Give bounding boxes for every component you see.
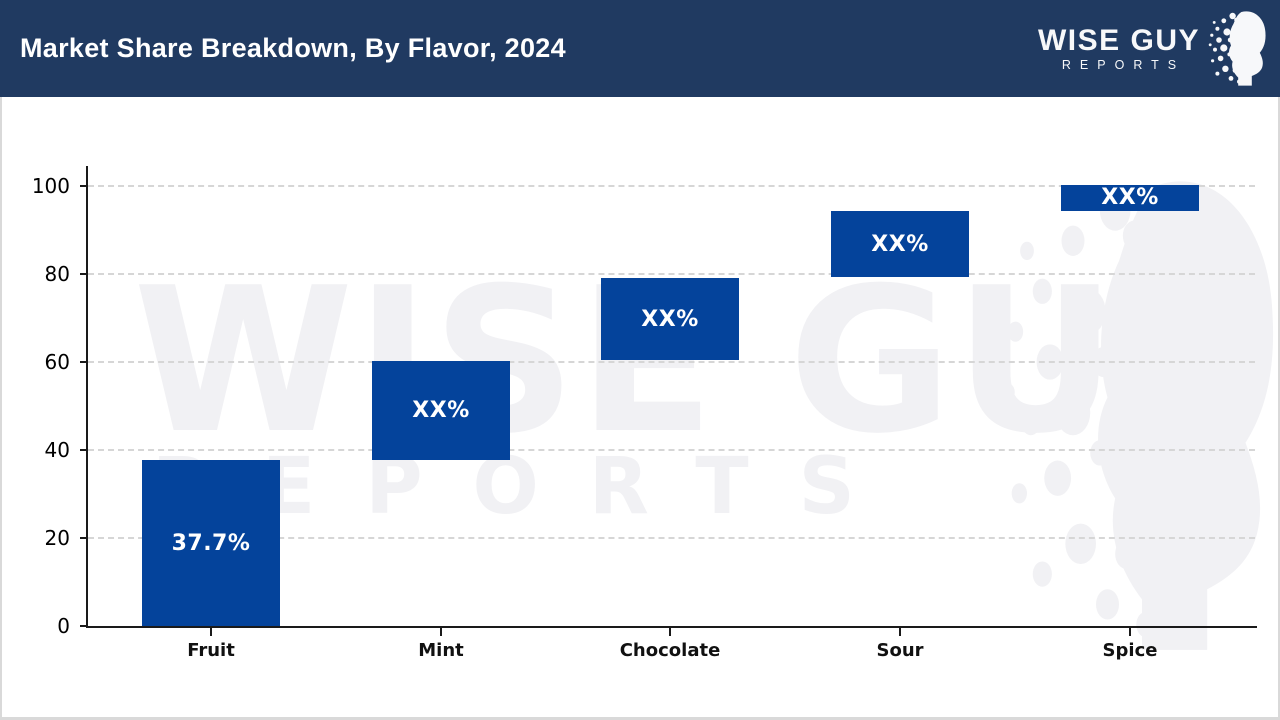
bar-value-label: XX% [1101,185,1159,211]
gridline-60 [88,361,1255,363]
bar-value-label: XX% [871,231,929,257]
y-axis-tick [80,625,88,627]
bar-value-label: XX% [412,398,470,424]
category-label-chocolate: Chocolate [619,640,721,661]
bar-sour: XX% [831,211,969,278]
bar-mint: XX% [372,361,510,461]
x-axis-tick [210,628,212,636]
bar-value-label: XX% [641,306,699,332]
frame-border-left [0,97,2,720]
y-axis-tick [80,185,88,187]
y-axis-tick-label: 20 [44,526,70,550]
frame-border-bottom [0,717,1280,720]
x-axis-tick [669,628,671,636]
category-label-fruit: Fruit [187,640,235,661]
gridline-40 [88,449,1255,451]
y-axis-tick [80,361,88,363]
x-axis-tick [440,628,442,636]
gridline-80 [88,273,1255,275]
y-axis-tick-label: 100 [31,174,70,198]
bar-chocolate: XX% [601,277,739,361]
category-label-mint: Mint [418,640,464,661]
x-axis-tick [899,628,901,636]
y-axis-tick [80,449,88,451]
logo-subtitle: REPORTS [1061,58,1186,72]
y-axis-tick [80,537,88,539]
bar-fruit: 37.7% [142,460,280,626]
gridline-100 [88,185,1255,187]
y-axis-tick-label: 40 [44,438,70,462]
y-axis-tick [80,273,88,275]
x-axis-tick [1129,628,1131,636]
y-axis-tick-label: 60 [44,350,70,374]
page-title: Market Share Breakdown, By Flavor, 2024 [20,33,566,63]
x-axis-spine [86,626,1257,628]
header-band: Market Share Breakdown, By Flavor, 2024 … [0,0,1280,97]
frame-border-right [1278,97,1280,720]
y-axis-spine [86,166,88,628]
bar-value-label: 37.7% [171,530,251,556]
y-axis-tick-label: 80 [44,262,70,286]
wise-guy-reports-logo: WISE GUY REPORTS [1038,8,1268,88]
logo-text: WISE GUY REPORTS [1038,24,1200,72]
y-axis-tick-label: 0 [57,614,70,638]
dotted-head-profile-icon [1208,11,1266,86]
category-label-sour: Sour [876,640,924,661]
category-label-spice: Spice [1102,640,1158,661]
gridline-20 [88,537,1255,539]
bar-spice: XX% [1061,184,1199,211]
logo-wordmark: WISE GUY [1037,24,1200,57]
